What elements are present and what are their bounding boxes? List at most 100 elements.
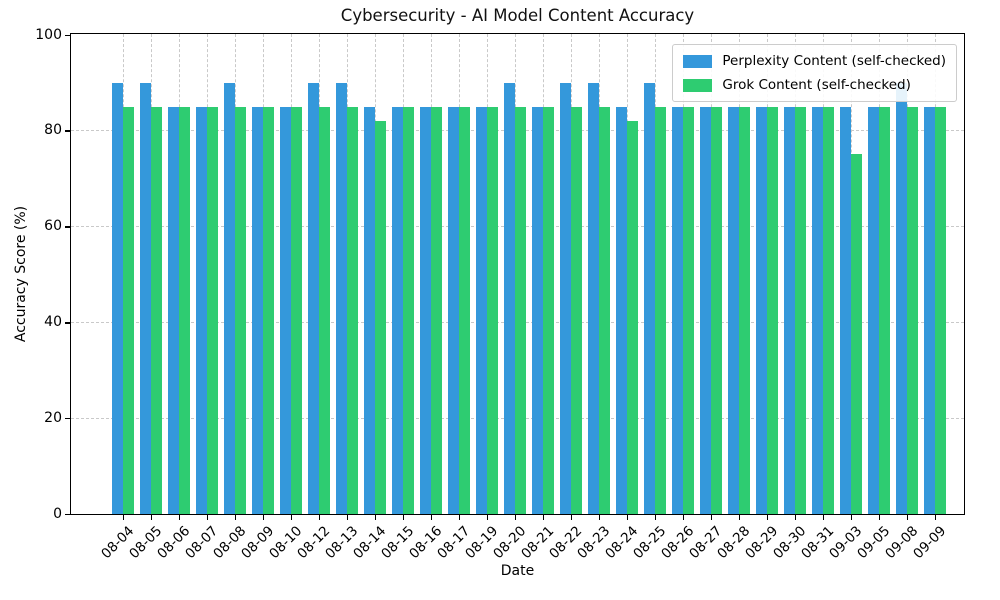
bar-grok xyxy=(879,106,890,514)
bar-perplexity xyxy=(140,82,151,514)
bar-grok xyxy=(347,106,358,514)
y-tick-mark xyxy=(65,130,70,132)
bar-perplexity xyxy=(728,106,739,514)
x-tick-mark xyxy=(823,515,825,520)
bar-perplexity xyxy=(532,106,543,514)
x-tick-mark xyxy=(347,515,349,520)
bar-perplexity xyxy=(784,106,795,514)
x-tick-mark xyxy=(655,515,657,520)
y-tick-label: 100 xyxy=(35,26,62,43)
bar-perplexity xyxy=(840,106,851,514)
bar-perplexity xyxy=(504,82,515,514)
bar-perplexity xyxy=(896,82,907,514)
y-tick-label: 80 xyxy=(44,122,62,139)
legend-entry-perplexity: Perplexity Content (self-checked) xyxy=(683,53,946,69)
x-tick-mark xyxy=(263,515,265,520)
bar-perplexity xyxy=(168,106,179,514)
x-tick-mark xyxy=(179,515,181,520)
bar-perplexity xyxy=(672,106,683,514)
bar-grok xyxy=(683,106,694,514)
bar-grok xyxy=(487,106,498,514)
bar-grok xyxy=(599,106,610,514)
x-tick-mark xyxy=(431,515,433,520)
x-tick-mark xyxy=(711,515,713,520)
legend-swatch-grok xyxy=(683,78,713,92)
x-tick-mark xyxy=(375,515,377,520)
bar-perplexity xyxy=(252,106,263,514)
bar-perplexity xyxy=(224,82,235,514)
x-axis-label: Date xyxy=(500,563,535,579)
bar-grok xyxy=(179,106,190,514)
legend-entry-grok: Grok Content (self-checked) xyxy=(683,77,946,93)
x-tick-mark xyxy=(767,515,769,520)
bar-grok xyxy=(459,106,470,514)
bar-grok xyxy=(851,154,862,514)
bar-grok xyxy=(207,106,218,514)
bar-grok xyxy=(263,106,274,514)
bar-grok xyxy=(767,106,778,514)
bar-perplexity xyxy=(420,106,431,514)
bar-perplexity xyxy=(280,106,291,514)
bar-perplexity xyxy=(112,82,123,514)
bar-grok xyxy=(655,106,666,514)
y-tick-label: 0 xyxy=(53,506,62,522)
chart-title: Cybersecurity - AI Model Content Accurac… xyxy=(340,6,695,25)
bar-grok xyxy=(711,106,722,514)
bar-perplexity xyxy=(868,106,879,514)
bar-grok xyxy=(123,106,134,514)
x-tick-mark xyxy=(403,515,405,520)
bar-perplexity xyxy=(476,106,487,514)
x-tick-mark xyxy=(151,515,153,520)
bar-perplexity xyxy=(616,106,627,514)
x-tick-mark xyxy=(879,515,881,520)
bar-grok xyxy=(319,106,330,514)
bar-grok xyxy=(151,106,162,514)
bar-perplexity xyxy=(196,106,207,514)
x-tick-mark xyxy=(235,515,237,520)
x-tick-mark xyxy=(515,515,517,520)
bar-grok xyxy=(935,106,946,514)
bar-grok xyxy=(907,106,918,514)
x-tick-mark xyxy=(487,515,489,520)
y-tick-mark xyxy=(65,226,70,228)
x-tick-mark xyxy=(319,515,321,520)
bar-grok xyxy=(627,120,638,514)
legend: Perplexity Content (self-checked) Grok C… xyxy=(672,44,957,102)
legend-swatch-perplexity xyxy=(683,54,713,68)
x-tick-mark xyxy=(459,515,461,520)
bar-grok xyxy=(431,106,442,514)
x-tick-mark xyxy=(291,515,293,520)
bar-grok xyxy=(515,106,526,514)
y-tick-label: 20 xyxy=(44,410,62,427)
bar-perplexity xyxy=(644,82,655,514)
bar-perplexity xyxy=(364,106,375,514)
bar-grok xyxy=(795,106,806,514)
x-tick-mark xyxy=(123,515,125,520)
bar-perplexity xyxy=(336,82,347,514)
bar-grok xyxy=(543,106,554,514)
bar-perplexity xyxy=(448,106,459,514)
x-tick-mark xyxy=(571,515,573,520)
y-tick-label: 60 xyxy=(44,218,62,235)
x-tick-mark xyxy=(543,515,545,520)
y-tick-mark xyxy=(65,34,70,36)
bar-perplexity xyxy=(392,106,403,514)
y-tick-mark xyxy=(65,514,70,516)
bar-grok xyxy=(739,106,750,514)
bar-grok xyxy=(823,106,834,514)
bar-grok xyxy=(235,106,246,514)
legend-label-grok: Grok Content (self-checked) xyxy=(722,77,911,93)
bar-perplexity xyxy=(756,106,767,514)
bar-grok xyxy=(375,120,386,514)
bar-grok xyxy=(571,106,582,514)
x-tick-mark xyxy=(851,515,853,520)
bar-perplexity xyxy=(588,82,599,514)
legend-label-perplexity: Perplexity Content (self-checked) xyxy=(722,53,946,69)
x-tick-mark xyxy=(739,515,741,520)
bar-perplexity xyxy=(700,106,711,514)
x-tick-mark xyxy=(683,515,685,520)
x-tick-mark xyxy=(627,515,629,520)
x-tick-mark xyxy=(935,515,937,520)
x-tick-mark xyxy=(599,515,601,520)
